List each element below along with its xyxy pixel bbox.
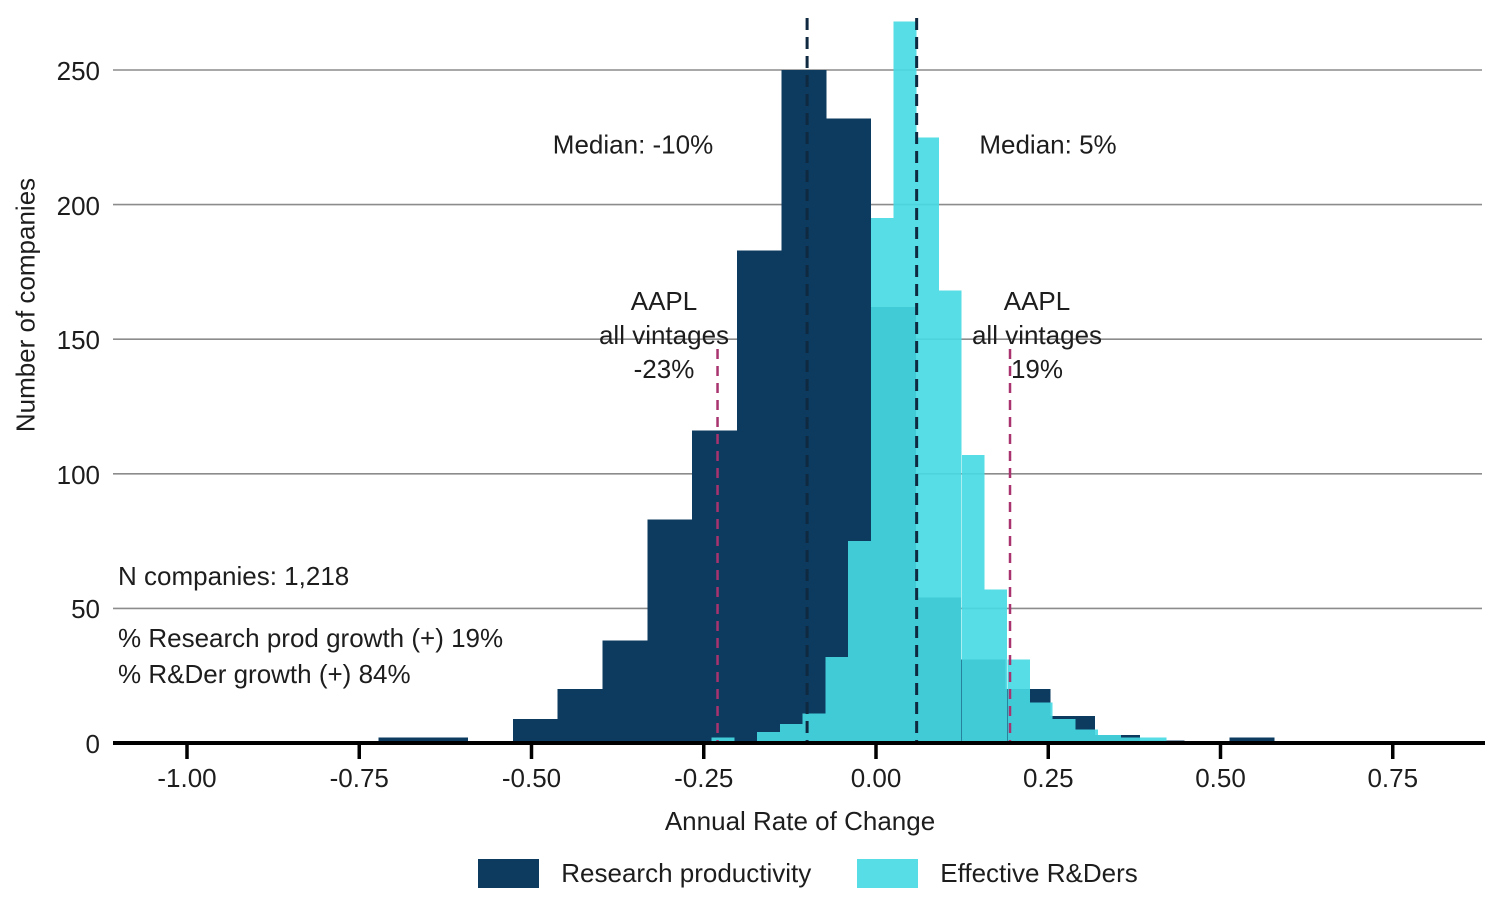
histogram-bar: [961, 455, 985, 743]
y-tick-label-100: 100: [56, 459, 100, 490]
histogram-bar: [423, 737, 469, 743]
x-tick-label--0.75: -0.75: [329, 763, 389, 793]
histogram-bar: [757, 732, 780, 743]
aapl-annotation-line3: 19%: [1010, 354, 1064, 384]
y-tick-label-0: 0: [85, 729, 100, 759]
aapl-annotation-line1: AAPL: [630, 286, 698, 316]
aapl-annotation-line2: all vintages: [598, 320, 730, 350]
aapl-annotation-line2: all vintages: [971, 320, 1103, 350]
legend-swatch-research-productivity-icon: [478, 859, 540, 888]
median-annotation-effective-rders: Median: 5%: [979, 129, 1117, 160]
x-tick-label-0.00: 0.00: [850, 763, 902, 793]
x-tick-label-0.75: 0.75: [1367, 763, 1419, 793]
histogram-bar: [1229, 737, 1275, 743]
stat-research-prod-growth: % Research prod growth (+) 19%: [118, 623, 504, 653]
x-tick-label--0.50: -0.50: [501, 763, 562, 793]
histogram-bar: [802, 713, 826, 743]
legend-item-effective-rders: Effective R&Ders: [857, 858, 1138, 889]
histogram-bar: [1052, 718, 1076, 743]
median-annotation-research-productivity: Median: -10%: [552, 129, 714, 160]
histogram-bar: [1098, 734, 1121, 743]
stat-rder-growth: % R&Der growth (+) 84%: [118, 659, 411, 689]
histogram-bar: [711, 737, 735, 743]
aapl-annotation-line3: -23%: [633, 354, 695, 384]
x-tick-label-0.50: 0.50: [1195, 763, 1246, 793]
x-tick-label-0.25: 0.25: [1022, 763, 1074, 793]
histogram-bar: [939, 290, 962, 743]
histogram-bar: [1075, 729, 1099, 743]
histogram-bar: [825, 656, 849, 743]
histogram-bar: [1030, 702, 1053, 743]
histogram-bar: [692, 430, 737, 743]
aapl-annotation-effective-rders: AAPL all vintages 19%: [972, 284, 1102, 386]
histogram-bar: [602, 640, 648, 743]
legend-swatch-effective-rders-icon: [857, 859, 919, 888]
x-tick-label--1.00: -1.00: [157, 763, 217, 793]
histogram-bar: [736, 250, 782, 743]
histogram-bar: [557, 689, 603, 743]
effective-rders-bars: [711, 21, 1167, 744]
legend-label-effective-rders: Effective R&Ders: [940, 858, 1138, 888]
histogram-bar: [1007, 659, 1030, 743]
y-tick-label-250: 250: [56, 56, 100, 86]
histogram-bar: [848, 541, 871, 743]
histogram-bar: [916, 137, 939, 744]
histogram-bar: [647, 519, 693, 743]
legend: Research productivity Effective R&Ders: [58, 858, 1500, 889]
histogram-bar: [1120, 737, 1144, 743]
histogram-bar: [870, 218, 894, 744]
aapl-annotation-line1: AAPL: [1003, 286, 1071, 316]
legend-label-research-productivity: Research productivity: [561, 858, 812, 888]
y-tick-label-50: 50: [71, 594, 100, 625]
histogram-bar: [779, 724, 803, 743]
histogram-bar: [1143, 737, 1167, 743]
y-tick-label-150: 150: [56, 325, 100, 356]
histogram-bar: [378, 737, 424, 743]
y-tick-label-200: 200: [56, 190, 100, 221]
aapl-annotation-research-productivity: AAPL all vintages -23%: [599, 284, 729, 386]
x-axis-title: Annual Rate of Change: [664, 806, 936, 836]
histogram-bar: [893, 21, 917, 743]
research-productivity-bars: [378, 70, 1275, 743]
histogram-bar: [984, 589, 1008, 743]
legend-item-research-productivity: Research productivity: [478, 858, 811, 889]
histogram-bar: [781, 70, 827, 743]
stat-n-companies: N companies: 1,218: [118, 561, 350, 591]
x-tick-label--0.25: -0.25: [674, 763, 734, 793]
histogram-bar: [512, 718, 558, 743]
